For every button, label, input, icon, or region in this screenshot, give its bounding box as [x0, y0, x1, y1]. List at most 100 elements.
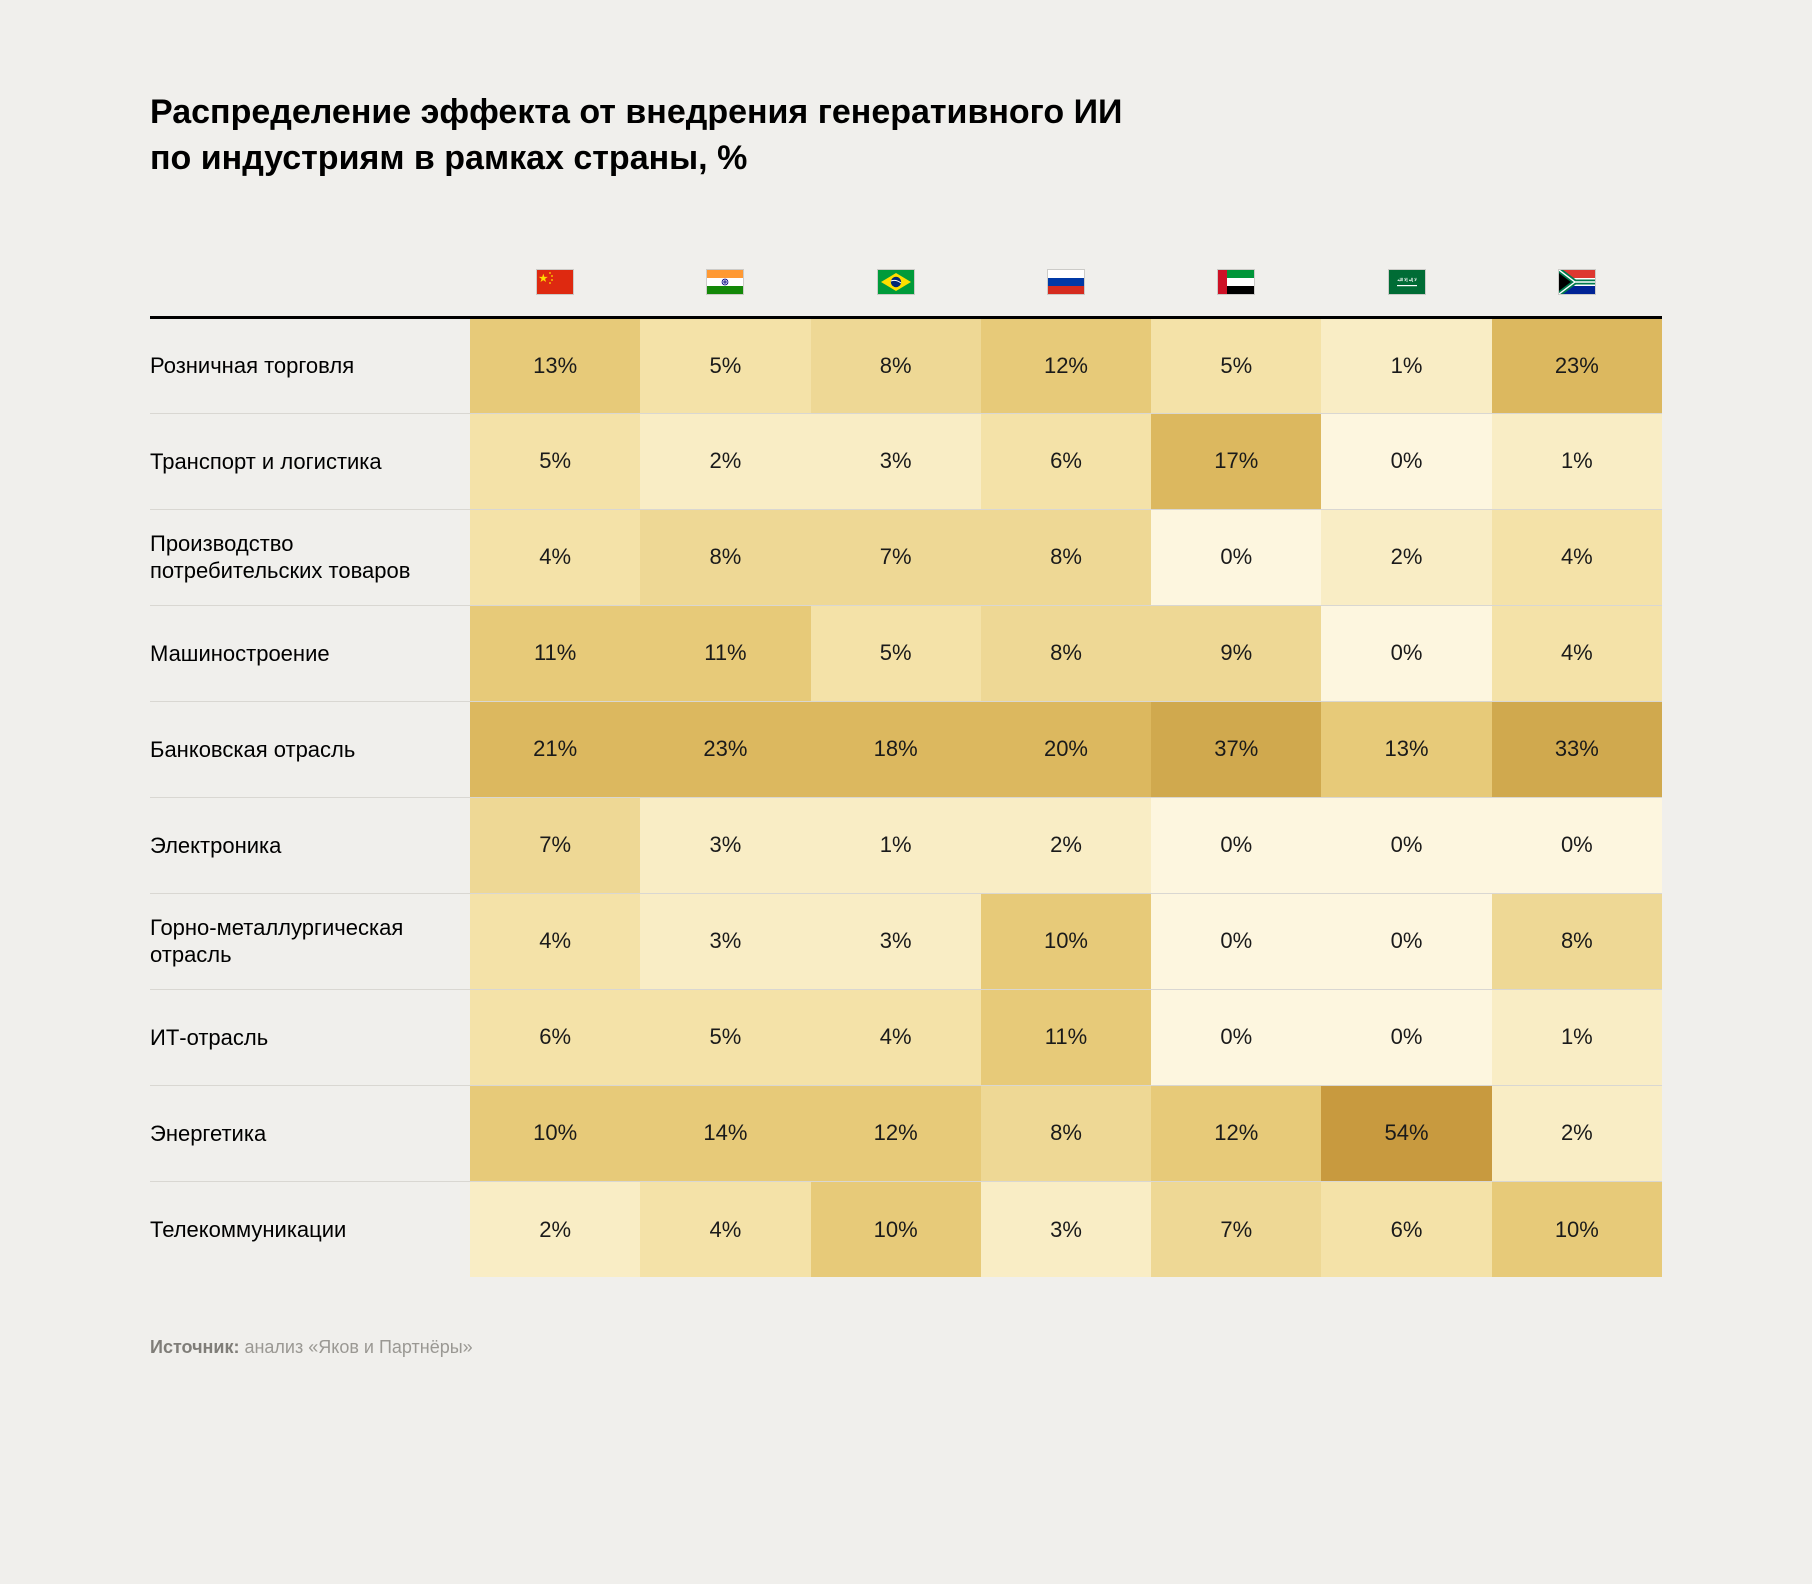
heatmap-cell: 5% [640, 317, 810, 413]
heatmap-cell: 33% [1492, 701, 1662, 797]
heatmap-cell: 3% [640, 893, 810, 989]
table-row: Горно-металлургическая отрасль4%3%3%10%0… [150, 893, 1662, 989]
heatmap-cell: 0% [1492, 797, 1662, 893]
row-label: Электроника [150, 797, 470, 893]
heatmap-cell: 1% [1492, 413, 1662, 509]
heatmap-cell: 10% [811, 1181, 981, 1277]
row-label: Энергетика [150, 1085, 470, 1181]
heatmap-cell: 12% [811, 1085, 981, 1181]
heatmap-cell: 8% [981, 1085, 1151, 1181]
heatmap-cell: 0% [1321, 797, 1491, 893]
heatmap-cell: 10% [981, 893, 1151, 989]
title-line-2: по индустриям в рамках страны, % [150, 139, 747, 177]
heatmap-cell: 4% [640, 1181, 810, 1277]
heatmap-cell: 7% [811, 509, 981, 605]
heatmap-cell: 37% [1151, 701, 1321, 797]
heatmap-cell: 1% [811, 797, 981, 893]
flag-header-ae [1151, 252, 1321, 318]
heatmap-cell: 0% [1151, 797, 1321, 893]
heatmap-cell: 13% [1321, 701, 1491, 797]
heatmap-cell: 1% [1492, 989, 1662, 1085]
heatmap-cell: 11% [470, 605, 640, 701]
heatmap-cell: 17% [1151, 413, 1321, 509]
cn-flag-icon [537, 273, 573, 290]
heatmap-cell: 12% [981, 317, 1151, 413]
heatmap-cell: 8% [981, 605, 1151, 701]
heatmap-cell: 8% [640, 509, 810, 605]
heatmap-cell: 4% [470, 509, 640, 605]
heatmap-cell: 8% [811, 317, 981, 413]
heatmap-cell: 20% [981, 701, 1151, 797]
heatmap-cell: 21% [470, 701, 640, 797]
heatmap-cell: 4% [1492, 605, 1662, 701]
heatmap-cell: 1% [1321, 317, 1491, 413]
row-label: Банковская отрасль [150, 701, 470, 797]
heatmap-cell: 3% [811, 893, 981, 989]
flag-header-za [1492, 252, 1662, 318]
heatmap-cell: 6% [981, 413, 1151, 509]
flag-header-in [640, 252, 810, 318]
heatmap-cell: 0% [1151, 893, 1321, 989]
table-row: Производство потребительских товаров4%8%… [150, 509, 1662, 605]
header-blank [150, 252, 470, 318]
heatmap-cell: 13% [470, 317, 640, 413]
heatmap-cell: 8% [1492, 893, 1662, 989]
heatmap-cell: 4% [470, 893, 640, 989]
heatmap-cell: 3% [981, 1181, 1151, 1277]
br-flag-icon [878, 273, 914, 290]
row-label: Транспорт и логистика [150, 413, 470, 509]
heatmap-cell: 2% [470, 1181, 640, 1277]
heatmap-cell: 2% [981, 797, 1151, 893]
ru-flag-icon [1048, 273, 1084, 290]
heatmap-cell: 4% [811, 989, 981, 1085]
heatmap-cell: 2% [1492, 1085, 1662, 1181]
heatmap-cell: 54% [1321, 1085, 1491, 1181]
row-label: Телекоммуникации [150, 1181, 470, 1277]
table-row: Электроника7%3%1%2%0%0%0% [150, 797, 1662, 893]
in-flag-icon [707, 273, 743, 290]
source-text: анализ «Яков и Партнёры» [239, 1337, 472, 1357]
heatmap-cell: 0% [1321, 605, 1491, 701]
heatmap-cell: 0% [1321, 989, 1491, 1085]
title-line-1: Распределение эффекта от внедрения генер… [150, 93, 1122, 131]
table-row: Банковская отрасль21%23%18%20%37%13%33% [150, 701, 1662, 797]
table-row: Розничная торговля13%5%8%12%5%1%23% [150, 317, 1662, 413]
flag-header-cn [470, 252, 640, 318]
heatmap-cell: 5% [470, 413, 640, 509]
row-label: Производство потребительских товаров [150, 509, 470, 605]
heatmap-cell: 7% [1151, 1181, 1321, 1277]
header-row: لا إله إلا الله [150, 252, 1662, 318]
flag-header-ru [981, 252, 1151, 318]
heatmap-cell: 3% [811, 413, 981, 509]
chart-title: Распределение эффекта от внедрения генер… [150, 90, 1662, 182]
table-row: ИТ-отрасль6%5%4%11%0%0%1% [150, 989, 1662, 1085]
heatmap-cell: 2% [1321, 509, 1491, 605]
heatmap-cell: 0% [1321, 413, 1491, 509]
za-flag-icon [1559, 273, 1595, 290]
heatmap-cell: 5% [640, 989, 810, 1085]
table-row: Телекоммуникации2%4%10%3%7%6%10% [150, 1181, 1662, 1277]
heatmap-cell: 7% [470, 797, 640, 893]
ae-flag-icon [1218, 273, 1254, 290]
row-label: ИТ-отрасль [150, 989, 470, 1085]
heatmap-cell: 2% [640, 413, 810, 509]
heatmap-cell: 3% [640, 797, 810, 893]
heatmap-cell: 10% [470, 1085, 640, 1181]
heatmap-cell: 11% [640, 605, 810, 701]
heatmap-cell: 0% [1151, 989, 1321, 1085]
heatmap-cell: 8% [981, 509, 1151, 605]
heatmap-cell: 23% [640, 701, 810, 797]
heatmap-cell: 9% [1151, 605, 1321, 701]
table-row: Энергетика10%14%12%8%12%54%2% [150, 1085, 1662, 1181]
heatmap-cell: 0% [1151, 509, 1321, 605]
heatmap-cell: 6% [1321, 1181, 1491, 1277]
table-row: Транспорт и логистика5%2%3%6%17%0%1% [150, 413, 1662, 509]
row-label: Горно-металлургическая отрасль [150, 893, 470, 989]
row-label: Машиностроение [150, 605, 470, 701]
heatmap-cell: 4% [1492, 509, 1662, 605]
source-line: Источник: анализ «Яков и Партнёры» [150, 1337, 1662, 1358]
heatmap-cell: 10% [1492, 1181, 1662, 1277]
heatmap-cell: 0% [1321, 893, 1491, 989]
source-label: Источник: [150, 1337, 239, 1357]
heatmap-cell: 5% [811, 605, 981, 701]
